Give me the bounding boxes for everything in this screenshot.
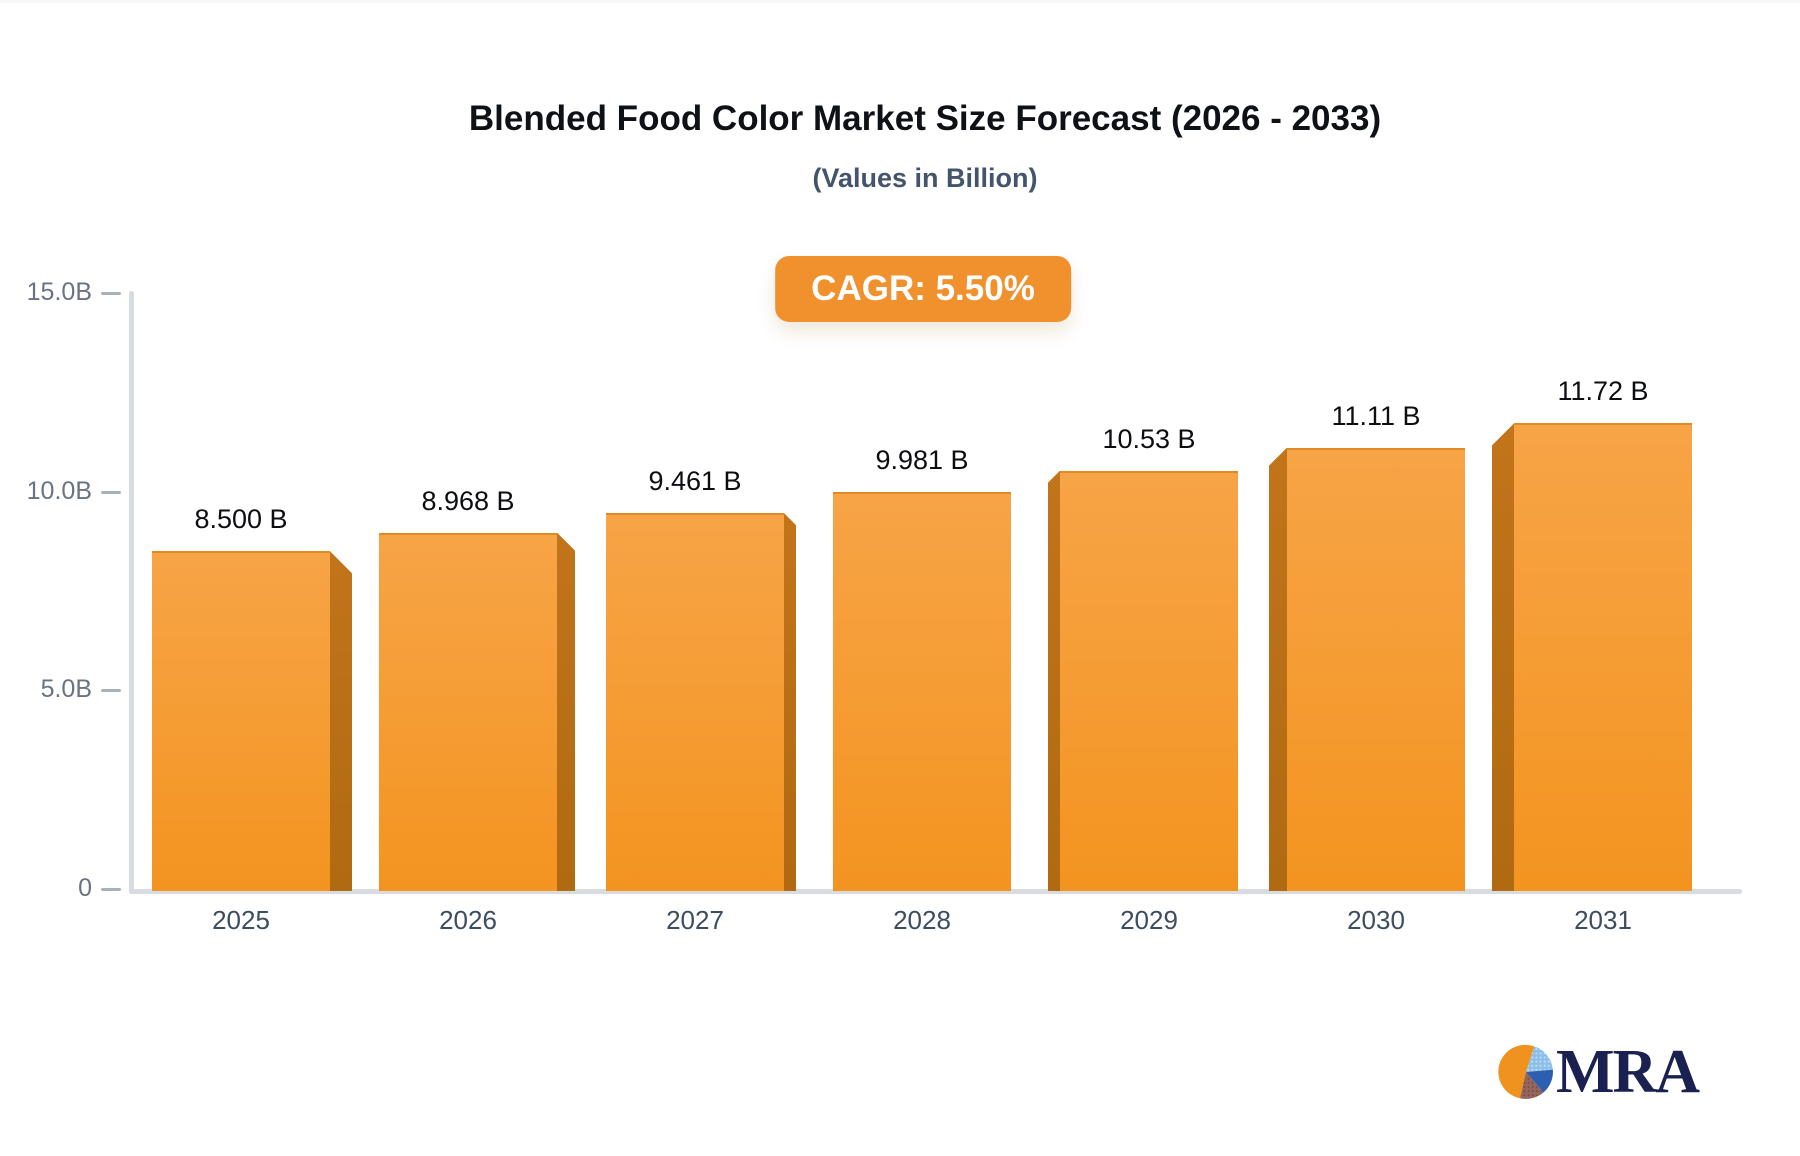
y-axis-tick bbox=[101, 292, 121, 295]
bar-2031 bbox=[1492, 423, 1692, 891]
bar-side-face bbox=[784, 513, 796, 891]
bar-side-face bbox=[330, 551, 352, 891]
bar-2029 bbox=[1048, 470, 1238, 891]
y-axis-tick-label: 15.0B bbox=[26, 278, 92, 306]
x-axis-line bbox=[129, 889, 1742, 894]
logo-text: MRA bbox=[1556, 1038, 1700, 1106]
bar-2026 bbox=[379, 532, 575, 891]
chart-subtitle: (Values in Billion) bbox=[812, 163, 1038, 193]
x-axis-label: 2027 bbox=[666, 905, 724, 935]
y-axis-tick bbox=[101, 490, 121, 494]
x-axis-label: 2026 bbox=[439, 905, 497, 935]
bar-face bbox=[1287, 447, 1465, 891]
bar-value-label: 8.500 B bbox=[194, 504, 288, 535]
bar-side-face bbox=[1492, 423, 1514, 891]
bar-2025 bbox=[152, 551, 352, 891]
bar-side-face bbox=[557, 532, 575, 891]
bar-face bbox=[1060, 470, 1238, 891]
cagr-badge: CAGR: 5.50% bbox=[775, 256, 1071, 322]
x-axis-label: 2030 bbox=[1347, 905, 1405, 935]
y-axis-tick-label: 10.0B bbox=[26, 476, 92, 505]
bar-face bbox=[606, 513, 784, 891]
bar-value-label: 9.981 B bbox=[875, 445, 969, 476]
y-axis-line bbox=[129, 291, 134, 894]
x-axis-label: 2029 bbox=[1120, 905, 1178, 935]
bar-value-label: 10.53 B bbox=[1102, 423, 1196, 454]
x-axis-label: 2028 bbox=[893, 905, 951, 935]
bar-value-label: 11.11 B bbox=[1331, 400, 1421, 431]
bar-face bbox=[833, 492, 1011, 891]
bar-face bbox=[1514, 423, 1692, 891]
bar-value-label: 9.461 B bbox=[648, 466, 742, 497]
bar-side-face bbox=[1269, 447, 1287, 891]
bar-chart-plot: 0 5.0B 10.0B 15.0B 8.500 B 2025 8.968 B 2026 9.4… bbox=[0, 3, 1800, 1156]
bar-face bbox=[379, 532, 557, 891]
bar-2027 bbox=[606, 513, 796, 891]
bar-value-label: 11.72 B bbox=[1557, 376, 1649, 407]
company-logo: MRA bbox=[1498, 1038, 1700, 1106]
x-axis-label: 2025 bbox=[212, 905, 270, 935]
y-axis-tick-label: 0 bbox=[78, 874, 92, 902]
x-axis-label: 2031 bbox=[1574, 905, 1632, 935]
bar-side-face bbox=[1048, 470, 1060, 891]
bar-2028 bbox=[833, 492, 1011, 891]
logo-pie-icon bbox=[1498, 1044, 1553, 1099]
bar-face bbox=[152, 551, 330, 891]
y-axis-tick bbox=[101, 689, 121, 693]
y-axis-tick-label: 5.0B bbox=[40, 675, 92, 704]
bar-value-label: 8.968 B bbox=[421, 485, 515, 516]
chart-title: Blended Food Color Market Size Forecast … bbox=[468, 99, 1382, 138]
bar-2030 bbox=[1269, 447, 1465, 891]
y-axis-tick bbox=[101, 888, 121, 891]
